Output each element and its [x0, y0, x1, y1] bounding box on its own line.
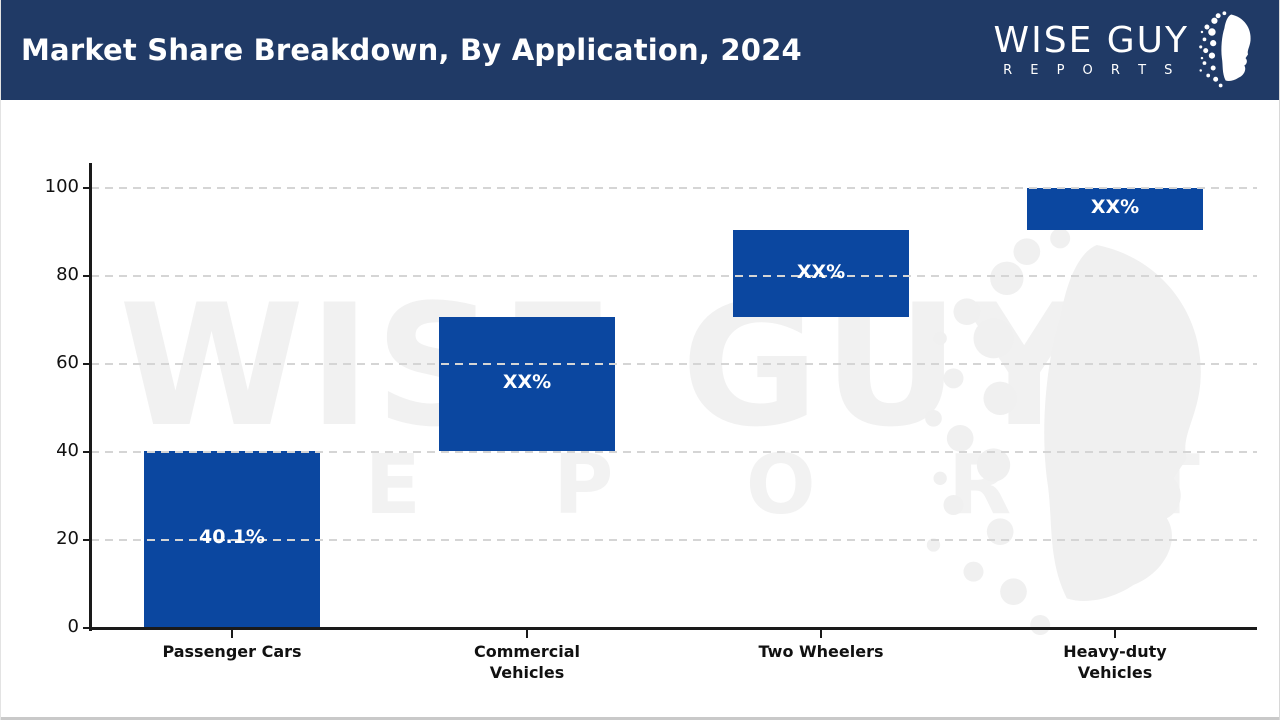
x-category-label: Passenger Cars [162, 641, 302, 661]
watermark-face-icon [925, 228, 1201, 635]
y-axis-tick [83, 274, 91, 277]
logo-sub-text: R E P O R T S [1003, 63, 1180, 78]
bar-3 [1027, 187, 1203, 230]
gridline-20 [91, 538, 1257, 541]
y-tick-label: 40 [56, 439, 79, 461]
y-axis-tick [83, 538, 91, 541]
x-axis-tick [231, 630, 233, 638]
y-tick-label: 100 [44, 175, 79, 197]
bar-value-label: XX% [796, 260, 846, 283]
y-tick-label: 0 [67, 615, 79, 637]
x-category-label: Heavy-duty Vehicles [1063, 641, 1167, 682]
gridline-80 [91, 274, 1257, 277]
chart-title: Market Share Breakdown, By Application, … [21, 33, 802, 67]
x-axis-tick [1114, 630, 1116, 638]
x-axis [89, 627, 1257, 630]
bottom-border [1, 717, 1279, 720]
y-tick-label: 20 [56, 527, 79, 549]
x-category-label: Two Wheelers [758, 641, 884, 661]
y-axis-tick [83, 626, 91, 629]
x-category-label: Commercial Vehicles [473, 641, 581, 682]
logo-name-text: WISE GUY [993, 20, 1189, 61]
bar-value-label: XX% [502, 371, 552, 394]
y-tick-label: 60 [56, 351, 79, 373]
x-axis-tick [820, 630, 822, 638]
bar-1 [439, 317, 615, 452]
y-axis-tick [83, 450, 91, 453]
logo-wordmark: WISE GUY R E P O R T S [993, 20, 1190, 78]
logo-face-icon [1199, 11, 1251, 88]
gridline-100 [91, 186, 1257, 189]
x-axis-tick [526, 630, 528, 638]
gridline-60 [91, 362, 1257, 365]
wiseguy-logo: WISE GUY R E P O R T S [994, 8, 1254, 92]
y-axis-tick [83, 186, 91, 189]
y-tick-label: 80 [56, 263, 79, 285]
gridline-40 [91, 450, 1257, 453]
y-axis [89, 163, 92, 631]
bar-value-label: XX% [1090, 195, 1140, 218]
y-axis-tick [83, 362, 91, 365]
header-bar: Market Share Breakdown, By Application, … [1, 0, 1279, 100]
bar-value-label: 40.1% [199, 526, 265, 549]
bar-2 [733, 229, 909, 318]
